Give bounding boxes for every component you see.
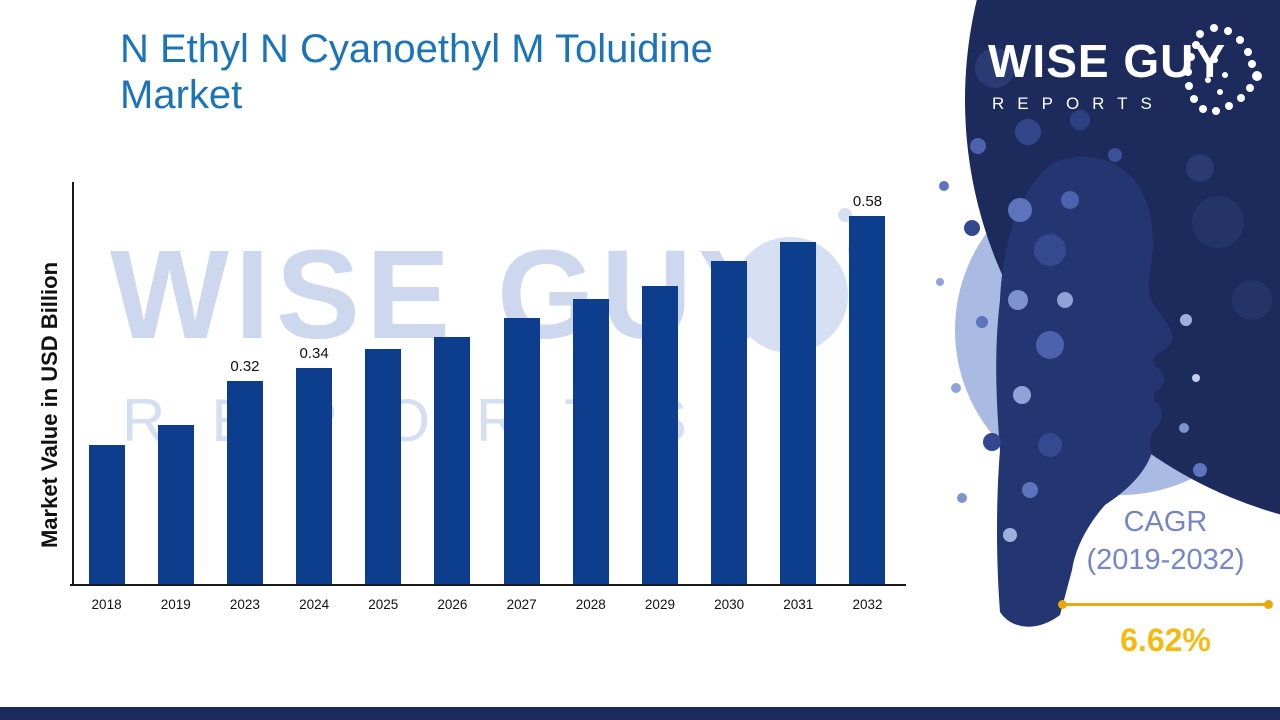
brand-logo-subtitle: REPORTS — [992, 94, 1165, 113]
cagr-block: CAGR (2019-2032) 6.62% — [1058, 503, 1273, 659]
x-tick-label-2019: 2019 — [160, 597, 191, 612]
bar-column-2028: 2028 — [556, 180, 625, 612]
bar-value-label-2024: 0.34 — [299, 345, 329, 362]
bar-2025 — [365, 349, 402, 584]
bar-column-2030: 2030 — [695, 180, 764, 612]
bar-2031 — [780, 242, 817, 584]
bar-column-2024: 0.34 2024 — [280, 180, 349, 612]
bar-2029 — [641, 286, 678, 584]
x-tick-label-2018: 2018 — [91, 597, 122, 612]
bar-2030 — [711, 261, 748, 584]
x-tick-label-2028: 2028 — [575, 597, 606, 612]
x-tick-label-2029: 2029 — [644, 597, 675, 612]
bar-column-2018: 2018 — [72, 180, 141, 612]
x-axis-line — [70, 584, 906, 586]
x-tick-label-2026: 2026 — [437, 597, 468, 612]
bar-chart: 2018 2019 0.32 2023 0.34 2024 2025 2026 2027 2028… — [72, 180, 902, 612]
bar-value-label-2023: 0.32 — [230, 358, 260, 375]
page-title: N Ethyl N Cyanoethyl M Toluidine Market — [120, 26, 713, 118]
x-tick-label-2031: 2031 — [783, 597, 814, 612]
y-axis-line — [72, 182, 74, 585]
bar-2028 — [572, 299, 609, 584]
x-tick-label-2027: 2027 — [506, 597, 537, 612]
cagr-range: (2019-2032) — [1086, 544, 1245, 576]
brand-logo: WISE GUY REPORTS — [988, 34, 1226, 114]
bar-value-label-2032: 0.58 — [852, 193, 883, 210]
bar-column-2029: 2029 — [625, 180, 694, 612]
bottom-bar — [0, 707, 1280, 720]
bar-column-2026: 2026 — [418, 180, 487, 612]
x-tick-label-2025: 2025 — [368, 597, 399, 612]
bar-2019 — [157, 425, 194, 584]
bar-column-2025: 2025 — [349, 180, 418, 612]
bar-2027 — [503, 318, 540, 584]
brand-logo-name: WISE GUY — [988, 35, 1227, 87]
bar-2026 — [434, 337, 471, 584]
face-silhouette-icon — [996, 156, 1173, 627]
bar-2018 — [88, 445, 125, 584]
bar-column-2023: 0.32 2023 — [210, 180, 279, 612]
x-tick-label-2024: 2024 — [299, 597, 330, 612]
bar-column-2031: 2031 — [764, 180, 833, 612]
bar-column-2027: 2027 — [487, 180, 556, 612]
page-title-line1: N Ethyl N Cyanoethyl M Toluidine — [120, 27, 713, 71]
brand-artwork — [936, 0, 1280, 627]
bar-2024 — [296, 368, 333, 584]
x-tick-label-2030: 2030 — [714, 597, 745, 612]
bar-column-2032: 0.58 2032 — [833, 180, 902, 612]
bar-2032 — [849, 216, 886, 584]
bar-column-2019: 2019 — [141, 180, 210, 612]
x-tick-label-2032: 2032 — [852, 597, 883, 612]
cagr-value: 6.62% — [1120, 622, 1211, 658]
bar-2023 — [226, 381, 263, 584]
x-tick-label-2023: 2023 — [229, 597, 260, 612]
cagr-divider-line — [1058, 600, 1273, 609]
logo-head-icon — [1184, 24, 1262, 115]
page-title-line2: Market — [120, 73, 243, 117]
y-axis-label: Market Value in USD Billion — [37, 261, 62, 549]
cagr-label: CAGR — [1123, 506, 1208, 538]
